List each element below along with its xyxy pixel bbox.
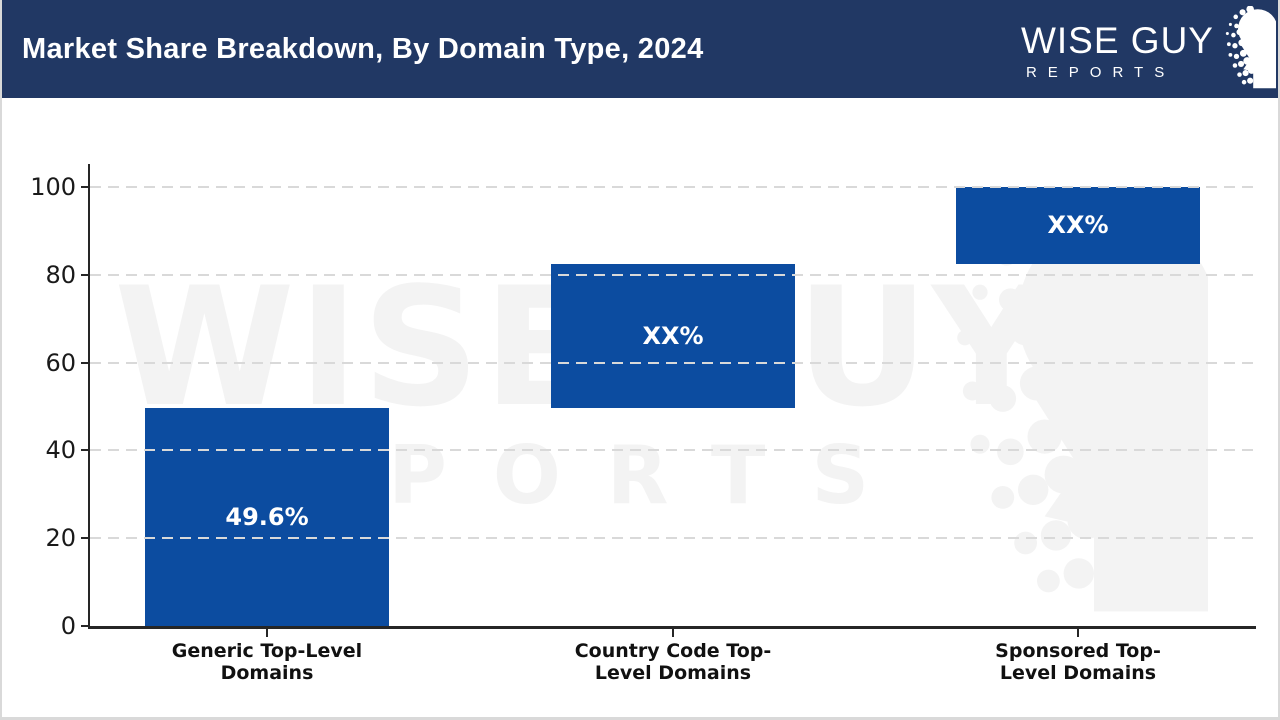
gridline-40	[90, 449, 1255, 452]
y-tick-label-20: 20	[45, 524, 76, 553]
y-tick-label-100: 100	[30, 173, 76, 201]
brand-logo-text: WISE GUY REPORTS	[1021, 22, 1214, 81]
bar-segment-1	[145, 408, 389, 626]
y-tick-100	[81, 186, 89, 188]
x-category-label-1: Generic Top-Level Domains	[171, 640, 363, 684]
x-tick-1	[266, 629, 268, 637]
x-tick-3	[1077, 629, 1079, 637]
brand-logo-name: WISE GUY	[1020, 20, 1214, 61]
gridline-60	[90, 361, 1255, 364]
brand-logo-head-icon	[1200, 6, 1276, 90]
brand-logo-subtitle: REPORTS	[1025, 64, 1176, 81]
y-tick-0	[81, 625, 89, 627]
bar-value-label-2: XX%	[642, 322, 704, 351]
chart-title: Market Share Breakdown, By Domain Type, …	[22, 32, 704, 65]
y-axis-line	[88, 164, 90, 628]
x-category-label-3: Sponsored Top- Level Domains	[995, 640, 1161, 684]
gridline-20	[90, 537, 1255, 540]
bar-segment-2	[551, 263, 795, 409]
header-band: Market Share Breakdown, By Domain Type, …	[2, 0, 1278, 98]
x-category-label-2: Country Code Top- Level Domains	[574, 640, 772, 684]
y-tick-20	[81, 537, 89, 540]
y-tick-label-80: 80	[45, 260, 76, 289]
gridline-100	[90, 186, 1255, 188]
y-tick-60	[81, 361, 89, 364]
bar-value-label-1: 49.6%	[225, 503, 309, 532]
brand-logo: WISE GUY REPORTS	[1021, 6, 1276, 90]
y-tick-40	[81, 449, 89, 452]
bar-value-label-3: XX%	[1047, 211, 1109, 240]
x-tick-2	[672, 629, 674, 637]
y-tick-label-0: 0	[60, 612, 76, 640]
y-tick-label-40: 40	[45, 436, 76, 465]
y-tick-80	[81, 273, 89, 276]
y-tick-label-60: 60	[45, 348, 76, 377]
bar-segment-3	[956, 187, 1200, 264]
x-axis-line	[88, 626, 1256, 629]
gridline-80	[90, 273, 1255, 276]
